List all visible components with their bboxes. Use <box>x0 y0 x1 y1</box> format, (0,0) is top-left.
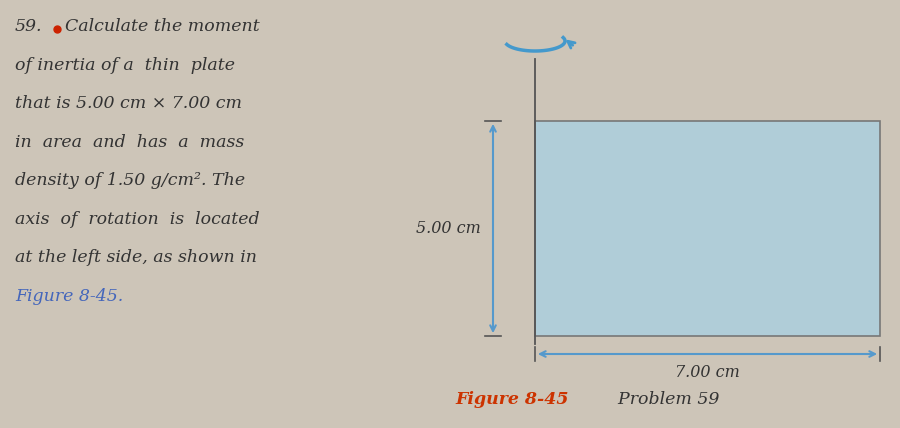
Text: at the left side, as shown in: at the left side, as shown in <box>15 249 257 266</box>
Text: Problem 59: Problem 59 <box>607 391 719 408</box>
Text: axis  of  rotation  is  located: axis of rotation is located <box>15 211 259 228</box>
Text: Figure 8-45.: Figure 8-45. <box>15 288 123 304</box>
Text: in  area  and  has  a  mass: in area and has a mass <box>15 134 244 151</box>
Text: 59.: 59. <box>15 18 42 35</box>
Text: of inertia of a  thin  plate: of inertia of a thin plate <box>15 56 235 74</box>
Text: density of 1.50 g/cm². The: density of 1.50 g/cm². The <box>15 172 245 189</box>
Text: that is 5.00 cm × 7.00 cm: that is 5.00 cm × 7.00 cm <box>15 95 242 112</box>
Bar <box>535 121 880 336</box>
Text: 5.00 cm: 5.00 cm <box>416 220 481 237</box>
Text: 7.00 cm: 7.00 cm <box>675 364 740 381</box>
Text: Calculate the moment: Calculate the moment <box>65 18 260 35</box>
Text: Figure 8-45: Figure 8-45 <box>455 391 569 408</box>
